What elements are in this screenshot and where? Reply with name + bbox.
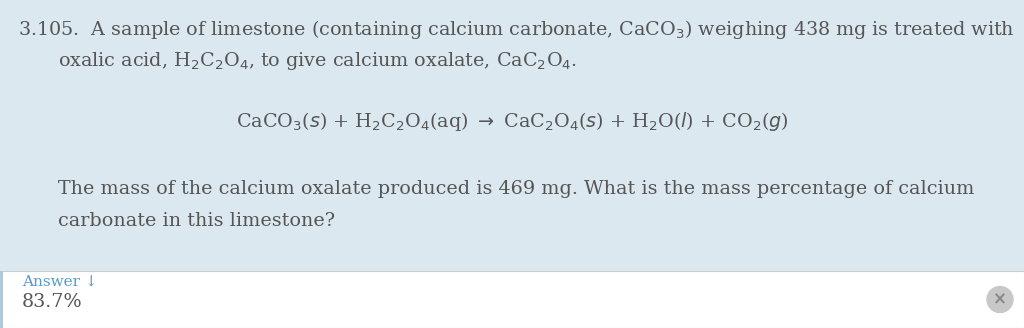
Text: ×: × <box>993 291 1007 309</box>
Text: Answer ↓: Answer ↓ <box>22 275 97 289</box>
Bar <box>0 271 3 328</box>
Text: 83.7%: 83.7% <box>22 293 83 311</box>
Bar <box>0 271 1024 328</box>
Circle shape <box>987 286 1013 313</box>
Text: oxalic acid, H$_2$C$_2$O$_4$, to give calcium oxalate, CaC$_2$O$_4$.: oxalic acid, H$_2$C$_2$O$_4$, to give ca… <box>58 50 578 72</box>
Text: CaCO$_3$($s$) + H$_2$C$_2$O$_4$(aq) $\rightarrow$ CaC$_2$O$_4$($s$) + H$_2$O($l$: CaCO$_3$($s$) + H$_2$C$_2$O$_4$(aq) $\ri… <box>236 110 788 133</box>
Text: carbonate in this limestone?: carbonate in this limestone? <box>58 212 335 230</box>
Text: 3.105.  A sample of limestone (containing calcium carbonate, CaCO$_3$) weighing : 3.105. A sample of limestone (containing… <box>18 18 1015 41</box>
Text: The mass of the calcium oxalate produced is 469 mg. What is the mass percentage : The mass of the calcium oxalate produced… <box>58 180 975 198</box>
